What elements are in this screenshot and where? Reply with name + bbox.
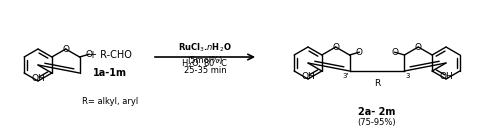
Text: O: O [356, 48, 363, 57]
Text: 3: 3 [405, 73, 410, 79]
Text: O: O [415, 43, 422, 51]
Text: OH: OH [301, 72, 315, 81]
Text: R: R [374, 79, 380, 88]
Text: O: O [332, 43, 339, 51]
Text: O: O [62, 44, 69, 54]
Text: 1a-1m: 1a-1m [93, 68, 127, 78]
Text: RuCl$_3$.$n$H$_2$O: RuCl$_3$.$n$H$_2$O [178, 42, 232, 54]
Text: 3': 3' [342, 73, 349, 79]
Text: R= alkyl, aryl: R= alkyl, aryl [82, 98, 138, 107]
Text: OH: OH [31, 74, 45, 83]
Text: (5mol%): (5mol%) [187, 56, 223, 65]
Text: + R-CHO: + R-CHO [89, 50, 131, 60]
Text: 2a- 2m: 2a- 2m [358, 107, 396, 117]
Text: OH: OH [439, 72, 453, 81]
Text: O: O [391, 48, 398, 57]
Text: H$_2$O, 80 $^{\circ}$C: H$_2$O, 80 $^{\circ}$C [182, 58, 229, 71]
Text: O: O [86, 50, 93, 59]
Text: 25-35 min: 25-35 min [184, 66, 226, 75]
Text: (75-95%): (75-95%) [358, 117, 396, 127]
